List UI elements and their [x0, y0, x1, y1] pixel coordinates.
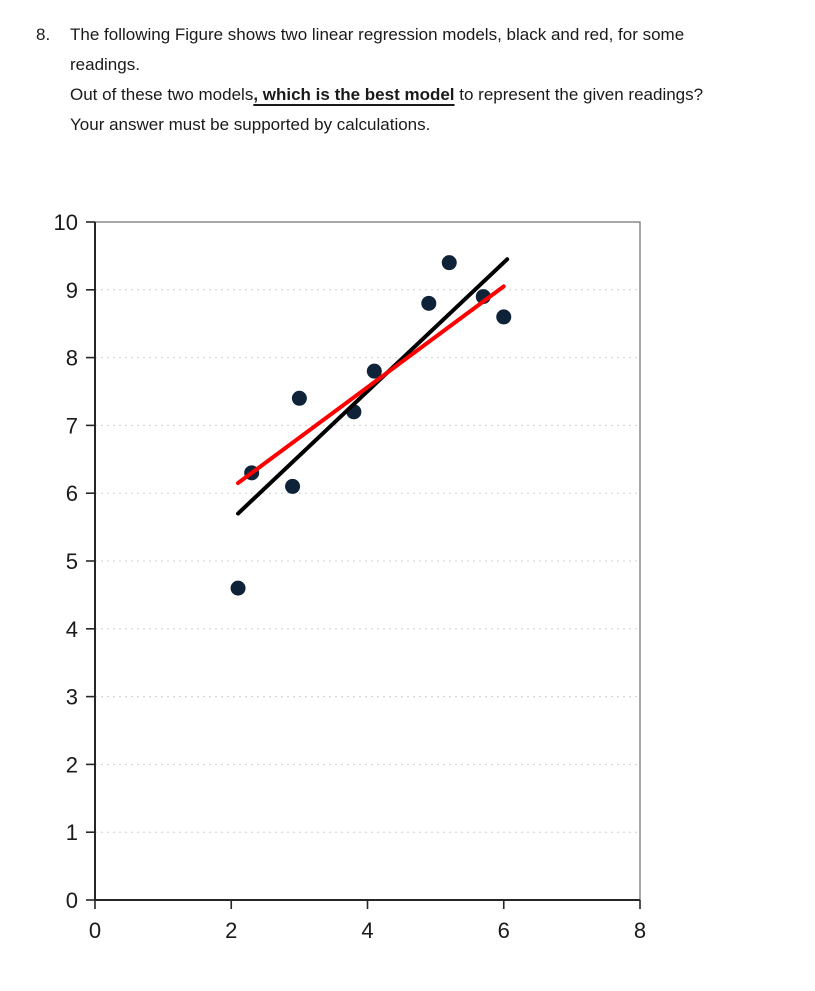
prompt-emphasis: , which is the best model [253, 85, 455, 104]
y-tick-label: 1 [66, 820, 78, 845]
x-tick-labels: 0 2 4 6 8 [89, 918, 646, 943]
y-tick-labels: 0 1 2 3 4 5 6 7 8 9 10 [54, 210, 78, 913]
question-line-2: readings. [70, 55, 140, 74]
y-gridlines [95, 289, 640, 833]
y-tick-label: 5 [66, 549, 78, 574]
question-number: 8. [36, 25, 51, 44]
question-line-4: Your answer must be supported by calcula… [70, 115, 431, 134]
data-point [230, 580, 246, 596]
x-tick-label: 2 [225, 918, 237, 943]
prompt-prefix: Out of these two models [70, 85, 254, 104]
question-line-3: Out of these two models, which is the be… [70, 80, 703, 110]
y-tick-label: 8 [66, 346, 78, 371]
x-tick-label: 8 [634, 918, 646, 943]
scatter-points [230, 255, 512, 596]
x-tick-label: 6 [498, 918, 510, 943]
black-regression-line [236, 257, 510, 516]
x-tick-label: 0 [89, 918, 101, 943]
y-tick-label: 6 [66, 481, 78, 506]
question-line-1: The following Figure shows two linear re… [70, 25, 685, 44]
data-point [441, 255, 457, 271]
data-point [366, 363, 382, 379]
prompt-suffix: to represent the given readings? [454, 85, 704, 104]
y-tick-label: 0 [66, 888, 78, 913]
tick-marks [86, 221, 641, 909]
y-tick-label: 3 [66, 685, 78, 710]
y-tick-label: 9 [66, 278, 78, 303]
y-tick-label: 10 [54, 210, 78, 235]
question-text: The following Figure shows two linear re… [70, 20, 703, 140]
y-tick-label: 4 [66, 617, 78, 642]
y-tick-label: 2 [66, 752, 78, 777]
data-point [291, 390, 307, 406]
red-regression-line [236, 284, 506, 486]
data-point [421, 295, 437, 311]
data-point [285, 478, 301, 494]
y-tick-label: 7 [66, 413, 78, 438]
x-tick-label: 4 [361, 918, 373, 943]
data-point [496, 309, 512, 325]
question-block: 8. The following Figure shows two linear… [36, 20, 703, 140]
